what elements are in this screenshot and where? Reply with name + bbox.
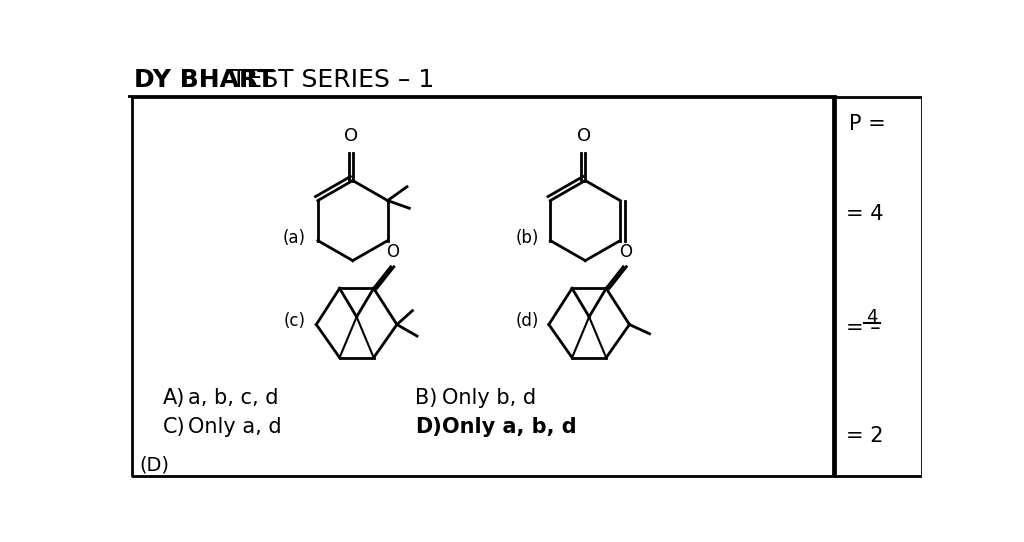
Text: (D): (D) [139, 456, 170, 475]
Text: (b): (b) [515, 229, 539, 247]
Text: (a): (a) [283, 229, 306, 247]
Text: 4: 4 [866, 308, 878, 326]
Text: O: O [577, 127, 591, 145]
Text: DY BHART: DY BHART [134, 68, 274, 93]
Text: O: O [386, 243, 399, 261]
Text: (c): (c) [284, 312, 305, 330]
Text: = 2: = 2 [846, 426, 883, 446]
Text: A): A) [163, 388, 185, 408]
Text: = –: = – [846, 318, 881, 338]
Text: B): B) [415, 388, 437, 408]
Text: D): D) [415, 417, 441, 437]
Text: O: O [620, 243, 632, 261]
Text: Only a, b, d: Only a, b, d [442, 417, 577, 437]
Text: a, b, c, d: a, b, c, d [187, 388, 279, 408]
Text: (d): (d) [515, 312, 539, 330]
Text: = 4: = 4 [846, 204, 883, 224]
Text: P =: P = [849, 114, 886, 134]
Text: Only a, d: Only a, d [187, 417, 282, 437]
Text: TEST SERIES – 1: TEST SERIES – 1 [222, 68, 434, 93]
Text: O: O [344, 127, 358, 145]
Text: C): C) [163, 417, 185, 437]
Text: Only b, d: Only b, d [442, 388, 536, 408]
